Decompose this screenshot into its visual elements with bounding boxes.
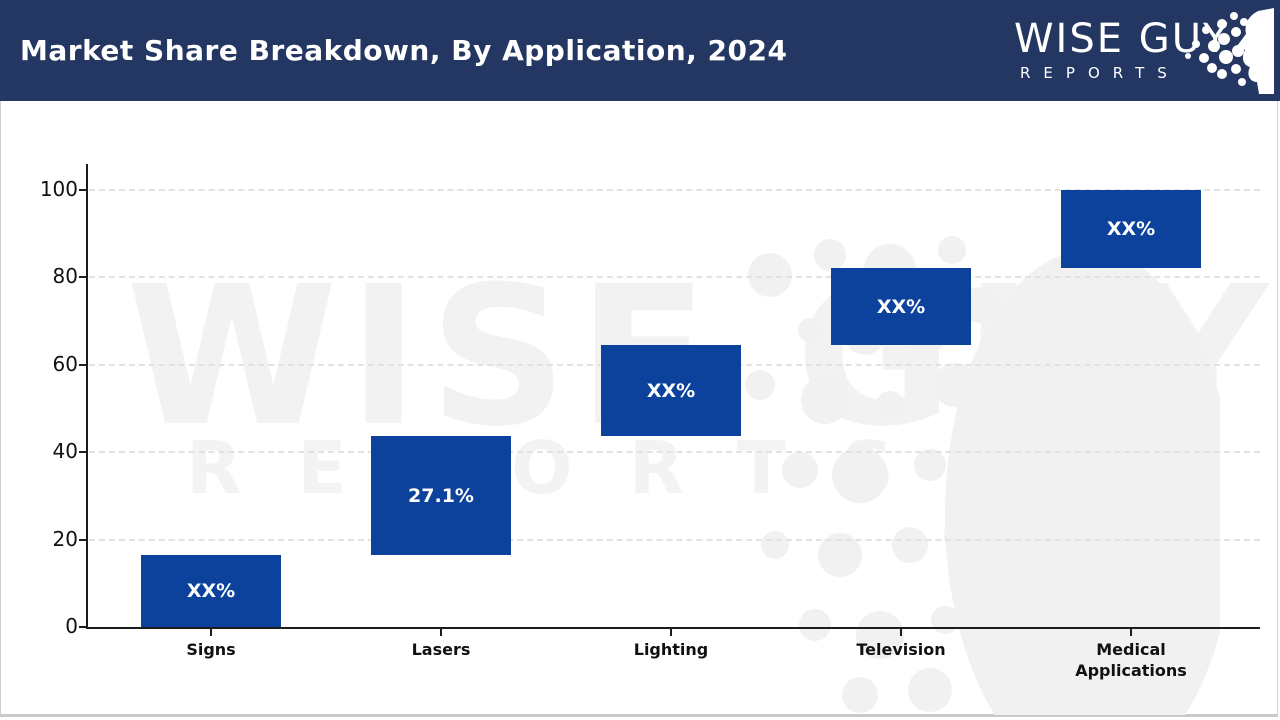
x-axis-line: [86, 627, 1260, 629]
gridline-20: [89, 538, 1260, 541]
x-tick-mark-0: [210, 629, 212, 636]
gridline-100: [89, 188, 1260, 191]
x-axis-label-3: Television: [856, 640, 946, 659]
logo-face-icon: [1185, 8, 1274, 94]
bar-medical-applications: XX%: [1061, 189, 1201, 269]
y-tick-label-60: 60: [52, 351, 78, 376]
page-title: Market Share Breakdown, By Application, …: [20, 34, 788, 67]
y-tick-mark-0: [79, 626, 87, 628]
y-tick-label-0: 0: [65, 614, 78, 638]
y-tick-label-80: 80: [52, 264, 78, 288]
y-tick-label-20: 20: [52, 526, 78, 551]
x-axis-label-2: Lighting: [633, 640, 709, 659]
wise-guy-logo: WISE GUY REPORTS: [1014, 8, 1274, 96]
gridline-40: [89, 451, 1260, 453]
y-tick-mark-60: [79, 363, 87, 366]
bar-value-label: XX%: [1106, 217, 1156, 240]
logo-reports-text: REPORTS: [1020, 64, 1180, 82]
y-tick-label-40: 40: [52, 439, 78, 463]
x-tick-mark-3: [900, 629, 902, 636]
bar-television: XX%: [831, 268, 971, 346]
x-axis-label-0: Signs: [186, 640, 236, 659]
bar-value-label: XX%: [186, 579, 236, 602]
logo-wiseguy-text: WISE GUY: [1014, 16, 1230, 62]
x-tick-mark-2: [670, 629, 672, 636]
x-axis-label-1: Lasers: [411, 640, 471, 659]
bar-lighting: XX%: [601, 345, 741, 437]
y-tick-label-100: 100: [39, 176, 78, 201]
bar-lasers: 27.1%: [371, 436, 511, 555]
header-bar: Market Share Breakdown, By Application, …: [0, 0, 1280, 101]
watermark-reports-text: REPORTS: [186, 426, 950, 510]
x-tick-mark-1: [440, 629, 442, 636]
bar-signs: XX%: [141, 554, 281, 627]
y-axis-line: [86, 164, 88, 629]
y-tick-mark-80: [79, 276, 87, 278]
y-tick-mark-40: [79, 451, 87, 453]
gridline-80: [89, 276, 1260, 278]
y-tick-mark-20: [79, 538, 87, 541]
x-axis-label-4: Medical Applications: [1075, 640, 1187, 680]
bar-value-label: XX%: [876, 295, 926, 318]
x-tick-mark-4: [1130, 629, 1132, 636]
y-tick-mark-100: [79, 188, 87, 191]
bar-value-label: XX%: [646, 379, 696, 402]
bar-value-label: 27.1%: [408, 484, 474, 507]
